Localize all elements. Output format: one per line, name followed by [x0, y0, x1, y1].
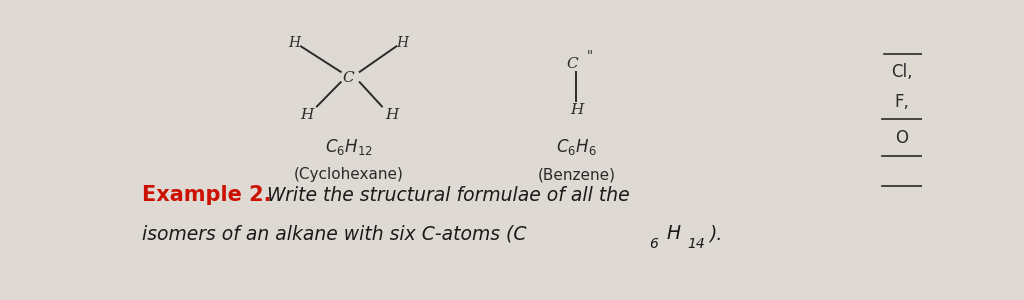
Text: H: H — [569, 103, 583, 117]
Text: (Benzene): (Benzene) — [538, 167, 615, 182]
Text: C: C — [343, 70, 354, 85]
Text: ).: ). — [709, 224, 722, 243]
Text: isomers of an alkane with six C-atoms (C: isomers of an alkane with six C-atoms (C — [142, 224, 526, 243]
Text: H: H — [385, 107, 398, 122]
Text: O: O — [895, 129, 908, 147]
Text: '': '' — [587, 50, 594, 63]
Text: (Cyclohexane): (Cyclohexane) — [294, 167, 403, 182]
Text: H: H — [300, 107, 313, 122]
Text: C: C — [566, 57, 579, 71]
Text: Example 2.: Example 2. — [142, 185, 271, 206]
Text: H: H — [289, 36, 301, 50]
Text: $\mathit{C}_6\mathit{H}_6$: $\mathit{C}_6\mathit{H}_6$ — [556, 137, 597, 157]
Text: 6: 6 — [649, 237, 658, 251]
Text: Cl,: Cl, — [891, 63, 912, 81]
Text: H: H — [667, 224, 681, 243]
Text: 14: 14 — [687, 237, 706, 251]
Text: F,: F, — [894, 93, 909, 111]
Text: $\mathit{C}_6\mathit{H}_{12}$: $\mathit{C}_6\mathit{H}_{12}$ — [325, 137, 373, 157]
Text: H: H — [395, 36, 408, 50]
Text: Write the structural formulae of all the: Write the structural formulae of all the — [267, 186, 630, 205]
